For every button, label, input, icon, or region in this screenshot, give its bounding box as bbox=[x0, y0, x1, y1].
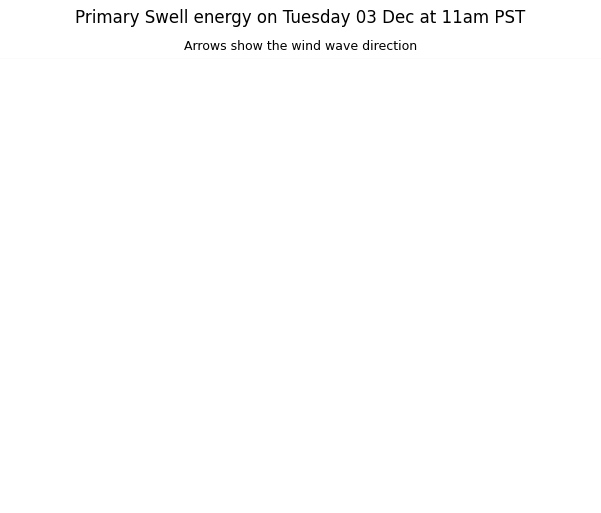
Text: Primary Swell energy on Tuesday 03 Dec at 11am PST: Primary Swell energy on Tuesday 03 Dec a… bbox=[75, 9, 526, 27]
Text: cartopy required: cartopy required bbox=[243, 279, 358, 293]
Text: Arrows show the wind wave direction: Arrows show the wind wave direction bbox=[184, 40, 417, 52]
